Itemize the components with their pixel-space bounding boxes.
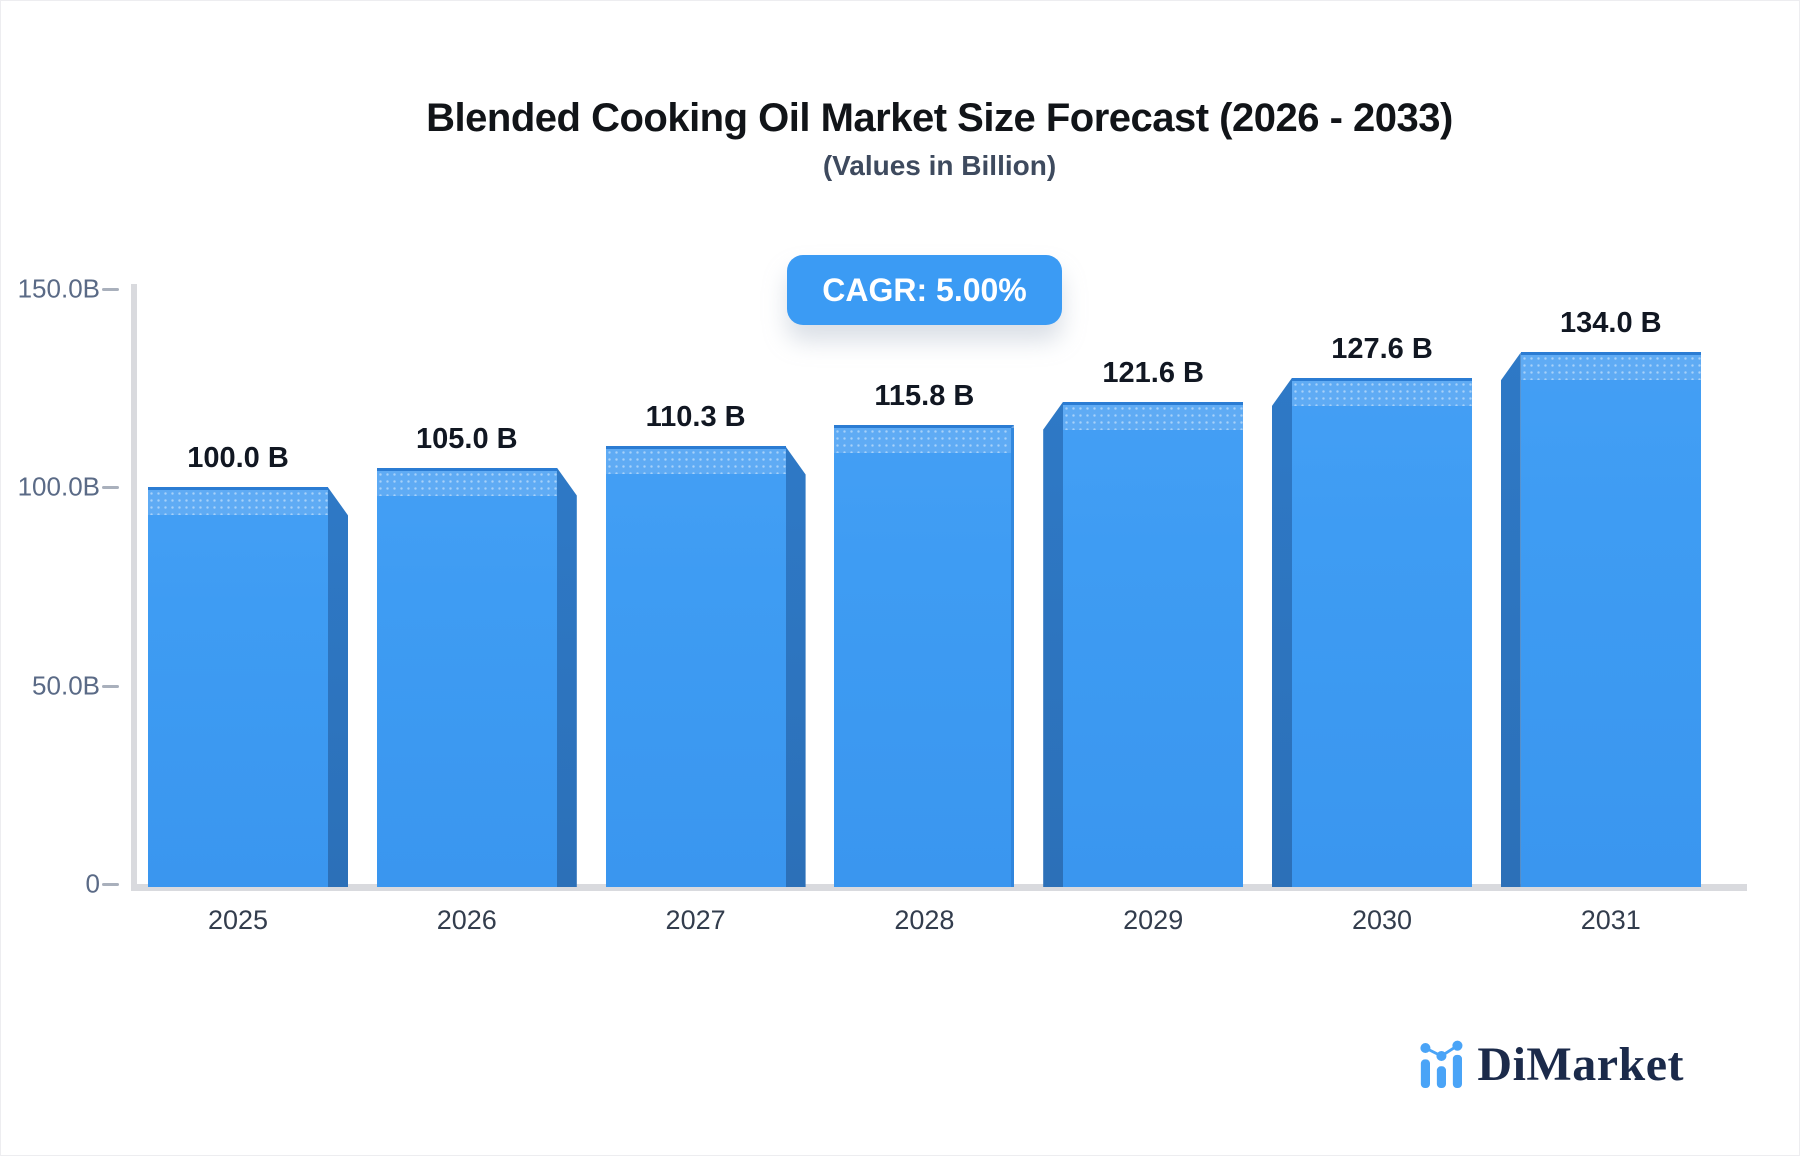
bar-2028 <box>834 424 1015 887</box>
bar-2026 <box>376 467 557 887</box>
y-axis-line <box>131 284 137 891</box>
bar-value-label: 127.6 B <box>1331 332 1433 365</box>
dimarket-logo-text: DiMarket <box>1477 1037 1684 1091</box>
x-tick-label: 2026 <box>436 905 497 935</box>
bar-value-label: 121.6 B <box>1102 356 1204 389</box>
dimarket-logo: DiMarket <box>1419 1032 1684 1096</box>
bar-side-bevel <box>1272 377 1292 887</box>
x-tick-label: 2028 <box>894 905 955 935</box>
bar-side-bevel <box>785 446 806 887</box>
bar-top-highlight <box>834 427 1012 453</box>
y-tick-mark <box>102 883 119 886</box>
bar-value-label: 115.8 B <box>874 379 975 412</box>
y-tick-label: 0 <box>85 868 100 899</box>
bar-top-highlight <box>605 449 786 475</box>
y-tick-label: 50.0B <box>32 670 100 701</box>
bar-top-highlight <box>148 490 328 516</box>
bar-side-bevel <box>328 487 348 887</box>
cagr-badge: CAGR: 5.00% <box>787 255 1062 325</box>
bar-top-highlight <box>1520 355 1701 381</box>
bar-value-label: 100.0 B <box>187 442 289 475</box>
bar-top-highlight <box>1292 380 1472 406</box>
bar-side-bevel <box>1500 352 1521 887</box>
x-axis-line <box>131 884 1747 891</box>
bar-value-label: 110.3 B <box>645 401 746 434</box>
bar-2027 <box>605 446 786 887</box>
x-tick-label: 2027 <box>665 905 726 935</box>
bar-2030 <box>1292 377 1472 887</box>
x-tick-label: 2025 <box>207 905 269 935</box>
x-tick-label: 2031 <box>1580 905 1641 935</box>
bar-value-label: 134.0 B <box>1560 307 1662 340</box>
chart-subtitle: (Values in Billion) <box>822 150 1057 181</box>
y-tick-mark <box>102 288 119 291</box>
bar-top-highlight <box>376 470 557 496</box>
bar-value-label: 105.0 B <box>416 422 518 455</box>
x-tick-label: 2030 <box>1351 905 1413 935</box>
y-tick-mark <box>102 684 119 688</box>
chart-title: Blended Cooking Oil Market Size Forecast… <box>426 96 1453 140</box>
y-tick-label: 100.0B <box>17 471 100 502</box>
bar-2031 <box>1520 352 1701 887</box>
bar-side-bevel <box>1043 401 1064 887</box>
x-tick-label: 2029 <box>1123 905 1184 935</box>
bar-side-bevel <box>556 467 577 887</box>
bar-2029 <box>1063 401 1244 887</box>
bar-line-chart-icon <box>1420 1040 1463 1088</box>
y-tick-label: 150.0B <box>17 273 100 304</box>
bar-top-highlight <box>1063 404 1244 430</box>
y-tick-mark <box>102 486 119 490</box>
bar-2025 <box>148 487 328 887</box>
